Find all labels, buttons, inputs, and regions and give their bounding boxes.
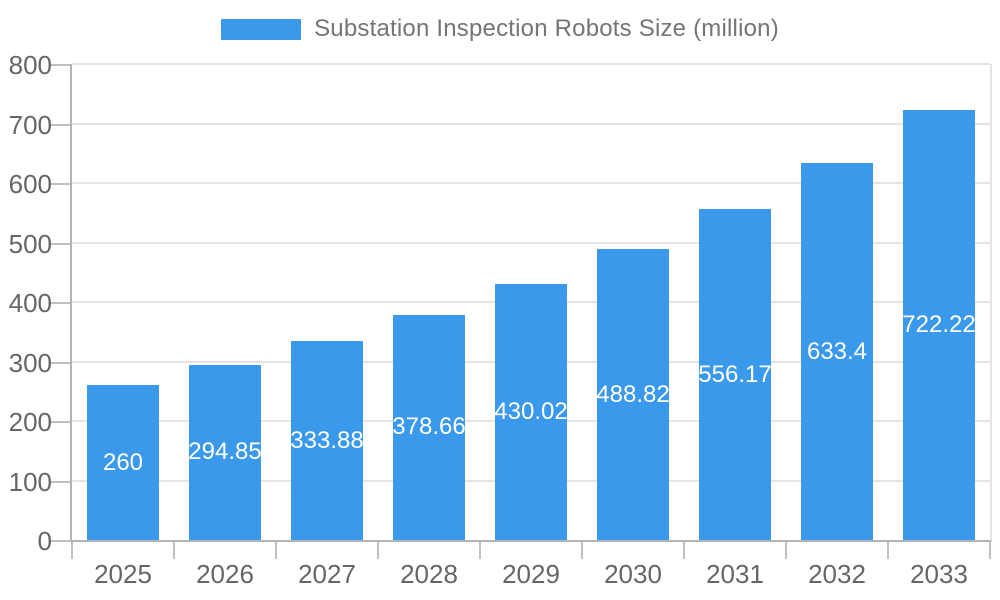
- x-axis-label-2028: 2028: [400, 559, 458, 589]
- bar-2033[interactable]: 722.22: [902, 110, 976, 540]
- x-axis-label-2029: 2029: [502, 559, 560, 589]
- bar-value-label-2028: 378.66: [392, 413, 466, 441]
- legend-swatch: [221, 18, 302, 40]
- bar-value-label-2030: 488.82: [596, 380, 670, 408]
- gridline-600: [72, 182, 990, 184]
- bar-value-label-2031: 556.17: [698, 360, 772, 388]
- y-axis-label-0: 0: [37, 526, 52, 556]
- x-axis-label-2026: 2026: [196, 559, 254, 589]
- x-axis-label-2030: 2030: [604, 559, 662, 589]
- y-axis-tick-300: [50, 361, 70, 364]
- y-axis-label-800: 800: [8, 50, 52, 80]
- gridline-800: [72, 63, 990, 65]
- bar-2032[interactable]: 633.4: [801, 163, 873, 540]
- x-axis-tick-5: [581, 542, 583, 559]
- x-axis-tick-8: [887, 542, 889, 559]
- x-axis-label-2027: 2027: [298, 559, 356, 589]
- y-axis-tick-100: [50, 480, 70, 483]
- gridline-500: [72, 241, 990, 244]
- y-axis-label-200: 200: [8, 407, 52, 437]
- bar-2027[interactable]: 333.88: [290, 341, 364, 540]
- y-axis-tick-600: [50, 183, 70, 185]
- bar-2031[interactable]: 556.17: [698, 209, 772, 540]
- x-axis-label-2033: 2033: [910, 559, 968, 589]
- plot-area: 260 294.85 333.88 378.66 430.02 488.82 556.17 6…: [70, 63, 992, 542]
- x-axis-tick-3: [377, 542, 379, 559]
- x-axis-tick-0: [71, 542, 73, 559]
- y-axis-tick-0: [50, 540, 70, 542]
- x-axis-tick-4: [479, 542, 481, 559]
- bar-value-label-2029: 430.02: [494, 398, 568, 426]
- y-axis-label-300: 300: [8, 347, 52, 378]
- gridline-700: [72, 122, 990, 125]
- x-axis-label-2031: 2031: [706, 559, 764, 589]
- bar-2026[interactable]: 294.85: [188, 364, 262, 540]
- y-axis-tick-500: [50, 242, 70, 245]
- legend[interactable]: Substation Inspection Robots Size (milli…: [0, 15, 1000, 43]
- bar-2030[interactable]: 488.82: [596, 249, 670, 540]
- y-axis-tick-700: [50, 123, 70, 126]
- bar-2029[interactable]: 430.02: [494, 284, 568, 540]
- bar-value-label-2033: 722.22: [902, 311, 976, 339]
- y-axis-label-500: 500: [8, 228, 52, 259]
- y-axis-tick-800: [50, 64, 70, 66]
- bar-value-label-2026: 294.85: [188, 438, 262, 466]
- x-axis-tick-1: [173, 542, 175, 559]
- x-axis-label-2032: 2032: [808, 559, 866, 589]
- bar-value-label-2032: 633.4: [806, 337, 868, 365]
- y-axis-tick-200: [50, 421, 70, 423]
- y-axis-tick-400: [50, 302, 70, 304]
- y-axis-label-700: 700: [8, 109, 52, 140]
- bar-value-label-2025: 260: [102, 448, 144, 476]
- x-axis-tick-9: [989, 542, 991, 559]
- bar-2025[interactable]: 260: [87, 385, 159, 540]
- y-axis-label-100: 100: [8, 466, 52, 497]
- legend-label: Substation Inspection Robots Size (milli…: [314, 15, 779, 42]
- x-axis-tick-2: [275, 542, 277, 559]
- y-axis-label-400: 400: [8, 288, 52, 318]
- y-axis-label-600: 600: [8, 169, 52, 199]
- x-axis-label-2025: 2025: [94, 559, 152, 589]
- bar-2028[interactable]: 378.66: [392, 314, 466, 540]
- bar-value-label-2027: 333.88: [290, 426, 364, 454]
- x-axis-tick-7: [785, 542, 787, 559]
- x-axis-tick-6: [683, 542, 685, 559]
